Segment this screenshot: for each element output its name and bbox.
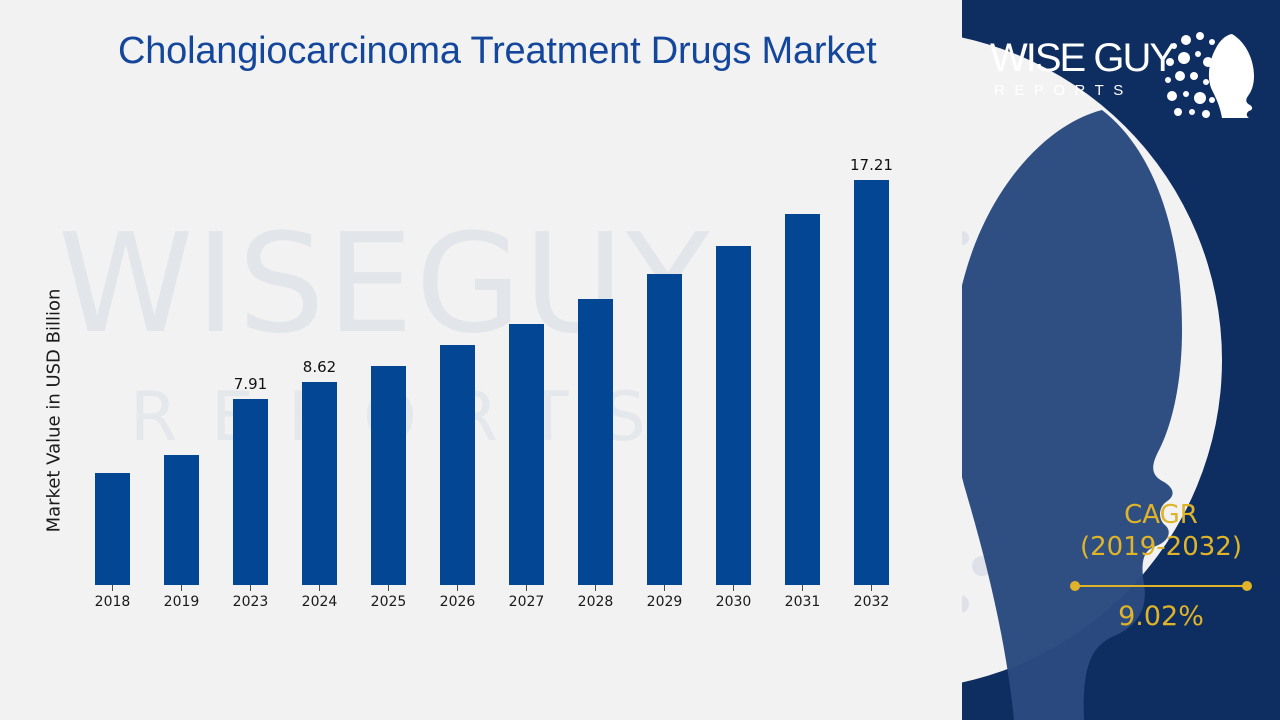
- x-tick-2019: 2019: [147, 585, 216, 621]
- x-tick-2018: 2018: [78, 585, 147, 621]
- bar-2029[interactable]: [647, 274, 682, 585]
- page-title: Cholangiocarcinoma Treatment Drugs Marke…: [118, 30, 877, 72]
- logo-wordmark: WISE GUY: [990, 36, 1176, 80]
- x-tick-2031: 2031: [768, 585, 837, 621]
- bar-2031[interactable]: [785, 214, 820, 585]
- tick-mark: [319, 585, 320, 591]
- tick-mark: [457, 585, 458, 591]
- bar-2027[interactable]: [509, 324, 544, 585]
- dotted-head-profile-icon: [1165, 32, 1254, 118]
- tick-mark: [802, 585, 803, 591]
- tick-mark: [250, 585, 251, 591]
- tick-label: 2018: [94, 594, 131, 610]
- bar-value-label-2023: 7.91: [233, 375, 268, 393]
- brand-decoration: [962, 37, 1222, 720]
- bar-slot-2025: [354, 150, 423, 585]
- tick-label: 2031: [784, 594, 821, 610]
- tick-label: 2030: [715, 594, 752, 610]
- bar-2032[interactable]: [854, 180, 889, 585]
- cagr-divider: [1070, 581, 1252, 592]
- tick-mark: [733, 585, 734, 591]
- divider-dot-right: [1242, 581, 1252, 592]
- tick-label: 2032: [853, 594, 890, 610]
- cagr-value: 9.02%: [1118, 601, 1204, 633]
- x-axis: 2018 2019 2023 2024 2025 2026 2027 2028 2029 2030…: [78, 585, 889, 621]
- tick-mark: [871, 585, 872, 591]
- tick-label: 2027: [508, 594, 545, 610]
- x-tick-2032: 2032: [837, 585, 906, 621]
- brand-logo: WISE GUY REPORTS: [980, 26, 1270, 122]
- tick-label: 2026: [439, 594, 476, 610]
- logo-subtitle: REPORTS: [994, 82, 1133, 99]
- tick-mark: [388, 585, 389, 591]
- bar-2018[interactable]: [95, 473, 130, 585]
- bar-slot-2029: [630, 150, 699, 585]
- x-tick-2023: 2023: [216, 585, 285, 621]
- chart-plot-area: 7.91 8.62 17.21: [78, 150, 893, 585]
- cagr-title: CAGR: [1124, 500, 1198, 530]
- bar-2024[interactable]: [302, 382, 337, 585]
- bar-value-label-2032: 17.21: [850, 156, 893, 174]
- cagr-block: CAGR (2019-2032) 9.02%: [1042, 500, 1280, 632]
- x-tick-2025: 2025: [354, 585, 423, 621]
- brand-panel: WISE GUY REPORTS: [962, 0, 1280, 720]
- bar-2028[interactable]: [578, 299, 613, 585]
- bar-value-label-2024: 8.62: [302, 358, 337, 376]
- chart-panel: WISEGUY REPORTS Cholangiocarcinoma Treat…: [43, 30, 893, 621]
- bar-slot-2031: [768, 150, 837, 585]
- bar-2019[interactable]: [164, 455, 199, 585]
- divider-line: [1075, 585, 1247, 588]
- tick-mark: [664, 585, 665, 591]
- bar-slot-2028: [561, 150, 630, 585]
- head-profile-silhouette: [962, 110, 1182, 720]
- x-tick-2028: 2028: [561, 585, 630, 621]
- tick-label: 2025: [370, 594, 407, 610]
- tick-label: 2028: [577, 594, 614, 610]
- y-axis-label: Market Value in USD Billion: [43, 288, 65, 533]
- x-tick-2026: 2026: [423, 585, 492, 621]
- bar-2026[interactable]: [440, 345, 475, 585]
- cagr-period: (2019-2032): [1079, 531, 1242, 562]
- bar-slot-2032: 17.21: [837, 150, 906, 585]
- bar-2030[interactable]: [716, 246, 751, 585]
- tick-mark: [526, 585, 527, 591]
- bar-2025[interactable]: [371, 366, 406, 585]
- tick-label: 2019: [163, 594, 200, 610]
- x-tick-2030: 2030: [699, 585, 768, 621]
- bar-slot-2027: [492, 150, 561, 585]
- bar-slot-2018: [78, 150, 147, 585]
- bar-slot-2019: [147, 150, 216, 585]
- tick-mark: [181, 585, 182, 591]
- bar-2023[interactable]: [233, 399, 268, 585]
- tick-mark: [112, 585, 113, 591]
- bar-slot-2024: 8.62: [285, 150, 354, 585]
- x-tick-2027: 2027: [492, 585, 561, 621]
- x-tick-2024: 2024: [285, 585, 354, 621]
- bar-slot-2030: [699, 150, 768, 585]
- bar-slot-2023: 7.91: [216, 150, 285, 585]
- tick-label: 2023: [232, 594, 269, 610]
- tick-label: 2029: [646, 594, 683, 610]
- x-tick-2029: 2029: [630, 585, 699, 621]
- tick-mark: [595, 585, 596, 591]
- tick-label: 2024: [301, 594, 338, 610]
- bar-slot-2026: [423, 150, 492, 585]
